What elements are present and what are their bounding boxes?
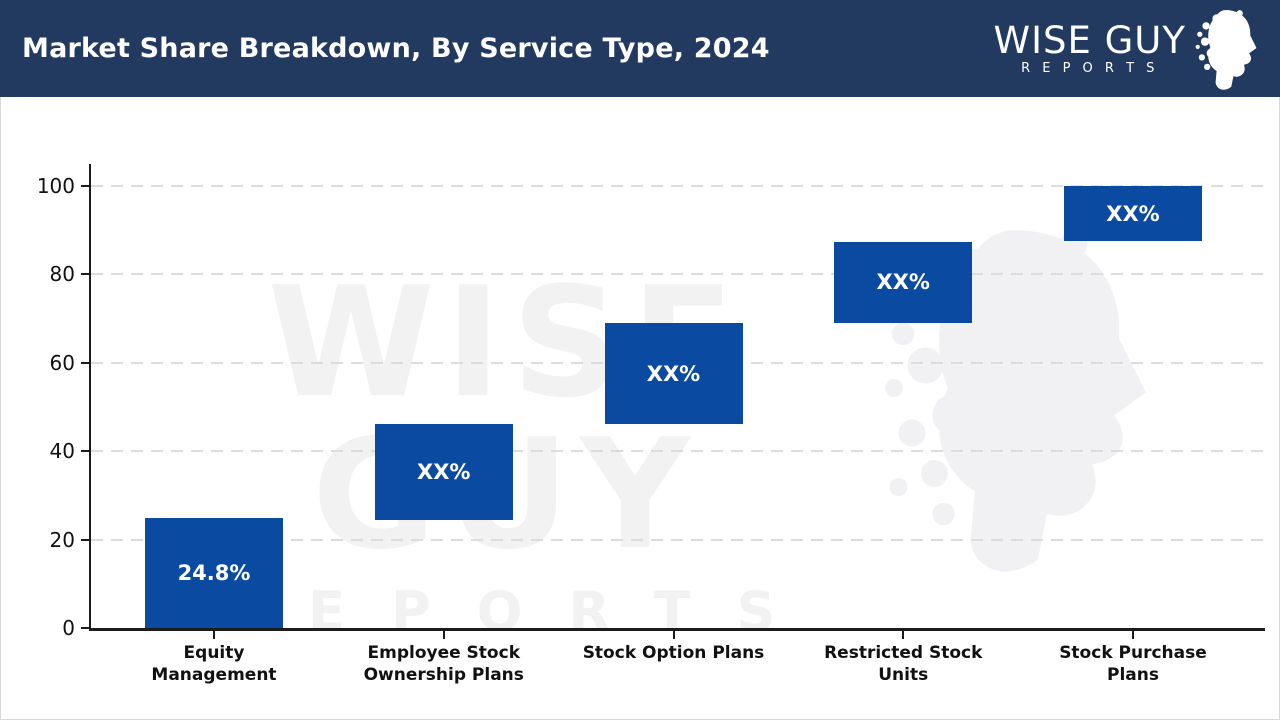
page-title: Market Share Breakdown, By Service Type,… [22,33,770,64]
bar-value-label: XX% [1106,201,1160,226]
y-axis-tick-label: 100 [36,174,75,198]
bar-value-label: 24.8% [177,561,251,586]
x-axis-category-label: Equity Management [151,643,277,686]
bar-value-label: XX% [876,270,930,295]
grid-line [91,538,1265,541]
x-axis-category-label: Employee Stock Ownership Plans [363,643,524,686]
chart-canvas: WISE GUY REPORTS 02040608010024.8%Equity… [0,97,1280,720]
bar-value-label: XX% [417,459,471,484]
y-axis-tick [81,627,91,629]
y-axis-tick-label: 0 [62,616,75,640]
grid-line [91,273,1265,276]
y-axis-tick-label: 40 [49,439,75,464]
x-axis-category-label: Stock Purchase Plans [1059,643,1207,686]
y-axis-tick [81,185,91,187]
y-axis-tick [81,361,91,364]
y-axis-tick-label: 60 [49,350,75,375]
brand-subtitle: R E P O R T S [1021,61,1159,76]
grid-line [91,185,1265,187]
grid-line [91,450,1265,453]
x-axis-category-label: Stock Option Plans [582,643,765,663]
bar-value-label: XX% [646,361,701,386]
bar-segment: XX% [374,423,513,520]
bar-segment: XX% [604,323,743,425]
y-axis-tick-label: 20 [49,527,75,552]
header-bar: Market Share Breakdown, By Service Type,… [0,0,1280,97]
x-axis-tick [902,631,905,639]
y-axis-tick [81,450,91,453]
bar-segment: XX% [1064,186,1202,242]
y-axis-tick-label: 80 [49,262,75,287]
brand-logo: WISE GUY R E P O R T S [994,7,1258,91]
plot-area: 0 20 40 60 80 100 24.8% Equity Management XX% Emp… [37,164,1265,685]
x-axis-tick [442,631,445,639]
y-axis-tick [81,538,91,541]
bar-segment: 24.8% [145,518,283,628]
brand-logo-text: WISE GUY R E P O R T S [994,22,1186,75]
x-axis-tick [1132,631,1134,639]
bar-segment: XX% [834,241,973,324]
x-axis-category-label: Restricted Stock Units [824,643,983,686]
brand-head-icon [1195,9,1257,90]
y-axis-tick [81,273,91,276]
x-axis-tick [672,631,675,639]
x-axis-tick [213,631,215,639]
brand-name: WISE GUY [993,19,1186,62]
